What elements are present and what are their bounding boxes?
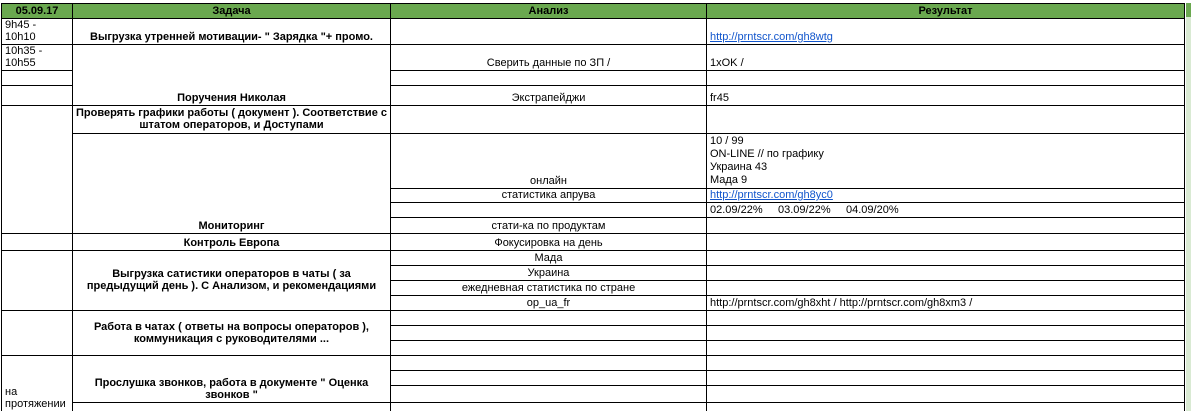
empty-cell[interactable] bbox=[706, 233, 1185, 251]
empty-cell[interactable] bbox=[706, 402, 1185, 411]
empty-cell[interactable] bbox=[1, 310, 73, 356]
cell-analysis-ukraine[interactable]: Украина bbox=[390, 265, 707, 281]
cell-result-fr45[interactable]: fr45 bbox=[706, 85, 1185, 106]
empty-cell[interactable] bbox=[390, 70, 707, 86]
percent-value: 03.09/22% bbox=[778, 204, 831, 216]
daily-plan-table: 05.09.17 Задача Анализ Результат 9h45 - … bbox=[1, 3, 1185, 411]
percent-value: 04.09/20% bbox=[846, 204, 899, 216]
cell-result-op-ua-fr[interactable]: http://prntscr.com/gh8xht / http://prnts… bbox=[706, 295, 1185, 311]
empty-cell[interactable] bbox=[706, 250, 1185, 266]
empty-cell[interactable] bbox=[390, 402, 707, 411]
online-line: 10 / 99 bbox=[710, 135, 744, 147]
cell-time-all-day[interactable]: на протяжении дня bbox=[1, 355, 73, 411]
empty-cell[interactable] bbox=[390, 355, 707, 371]
cell-analysis-mada[interactable]: Мада bbox=[390, 250, 707, 266]
empty-cell[interactable] bbox=[706, 70, 1185, 86]
cell-task-monitoring[interactable]: Мониторинг bbox=[72, 133, 391, 234]
empty-cell[interactable] bbox=[706, 265, 1185, 281]
cell-result-zp-ok[interactable]: 1xOK / bbox=[706, 44, 1185, 71]
empty-cell[interactable] bbox=[706, 325, 1185, 341]
cell-task-control-europe[interactable]: Контроль Европа bbox=[72, 233, 391, 251]
cell-task-nikolay[interactable]: Поручения Николая bbox=[72, 44, 391, 106]
empty-cell[interactable] bbox=[1, 105, 73, 234]
empty-cell[interactable] bbox=[390, 385, 707, 403]
cell-result-percents[interactable]: 02.09/22% 03.09/22% 04.09/20% bbox=[706, 202, 1185, 218]
cell-analysis-focus[interactable]: Фокусировка на день bbox=[390, 233, 707, 251]
header-result[interactable]: Результат bbox=[706, 3, 1185, 19]
empty-cell[interactable] bbox=[706, 385, 1185, 403]
empty-cell[interactable] bbox=[390, 202, 707, 218]
cell-task-calls[interactable]: Прослушка звонков, работа в документе " … bbox=[72, 355, 391, 403]
online-line: Украина 43 bbox=[710, 161, 768, 173]
cell-task-morning[interactable]: Выгрузка утренней мотивации- " Зарядка "… bbox=[72, 18, 391, 45]
next-column-header-edge bbox=[1186, 3, 1191, 17]
cell-analysis-extrapages[interactable]: Экстрапейджи bbox=[390, 85, 707, 106]
empty-cell[interactable] bbox=[706, 217, 1185, 234]
online-line: ON-LINE // по графику bbox=[710, 148, 824, 160]
empty-cell[interactable] bbox=[706, 310, 1185, 326]
empty-cell[interactable] bbox=[1, 70, 73, 86]
empty-cell[interactable] bbox=[1, 85, 73, 106]
cell-analysis-online[interactable]: онлайн bbox=[390, 133, 707, 189]
online-line: Мада 9 bbox=[710, 174, 748, 186]
empty-cell[interactable] bbox=[390, 310, 707, 326]
header-analysis[interactable]: Анализ bbox=[390, 3, 707, 19]
cell-task-chat-stats[interactable]: Выгрузка сатистики операторов в чаты ( з… bbox=[72, 250, 391, 311]
empty-cell[interactable] bbox=[1, 250, 73, 311]
cell-analysis-zp[interactable]: Сверить данные по ЗП / bbox=[390, 44, 707, 71]
empty-cell[interactable] bbox=[706, 340, 1185, 356]
cell-result-morning[interactable]: http://prntscr.com/gh8wtg bbox=[706, 18, 1185, 45]
result-link-gh8yc0[interactable]: http://prntscr.com/gh8yc0 bbox=[710, 189, 833, 202]
empty-cell[interactable] bbox=[390, 325, 707, 341]
cell-task-recruiting[interactable]: Рекрутинг bbox=[72, 402, 391, 411]
cell-result-online[interactable]: 10 / 99 ON-LINE // по графику Украина 43… bbox=[706, 133, 1185, 189]
empty-cell[interactable] bbox=[706, 370, 1185, 386]
empty-cell[interactable] bbox=[706, 105, 1185, 134]
cell-analysis-daily-country[interactable]: ежедневная статистика по стране bbox=[390, 280, 707, 296]
empty-cell[interactable] bbox=[390, 370, 707, 386]
empty-cell[interactable] bbox=[706, 280, 1185, 296]
next-column-edge bbox=[1186, 3, 1191, 411]
empty-cell[interactable] bbox=[390, 340, 707, 356]
header-task[interactable]: Задача bbox=[72, 3, 391, 19]
result-link-gh8wtg[interactable]: http://prntscr.com/gh8wtg bbox=[710, 31, 833, 43]
cell-analysis-op-ua-fr[interactable]: op_ua_fr bbox=[390, 295, 707, 311]
empty-cell[interactable] bbox=[390, 105, 707, 134]
cell-time-slot2[interactable]: 10h35 - 10h55 bbox=[1, 44, 73, 71]
percent-value: 02.09/22% bbox=[710, 204, 763, 216]
cell-time-slot1[interactable]: 9h45 - 10h10 bbox=[1, 18, 73, 45]
header-date[interactable]: 05.09.17 bbox=[1, 3, 73, 19]
empty-cell[interactable] bbox=[706, 355, 1185, 371]
cell-analysis-products[interactable]: стати-ка по продуктам bbox=[390, 217, 707, 234]
cell-task-schedules[interactable]: Проверять графики работы ( документ ). С… bbox=[72, 105, 391, 134]
cell-result-approve[interactable]: http://prntscr.com/gh8yc0 bbox=[706, 188, 1185, 203]
empty-cell[interactable] bbox=[1, 233, 73, 251]
cell-task-chat-work[interactable]: Работа в чатах ( ответы на вопросы опера… bbox=[72, 310, 391, 356]
cell-analysis-approve[interactable]: статистика апрува bbox=[390, 188, 707, 203]
empty-cell[interactable] bbox=[390, 18, 707, 45]
